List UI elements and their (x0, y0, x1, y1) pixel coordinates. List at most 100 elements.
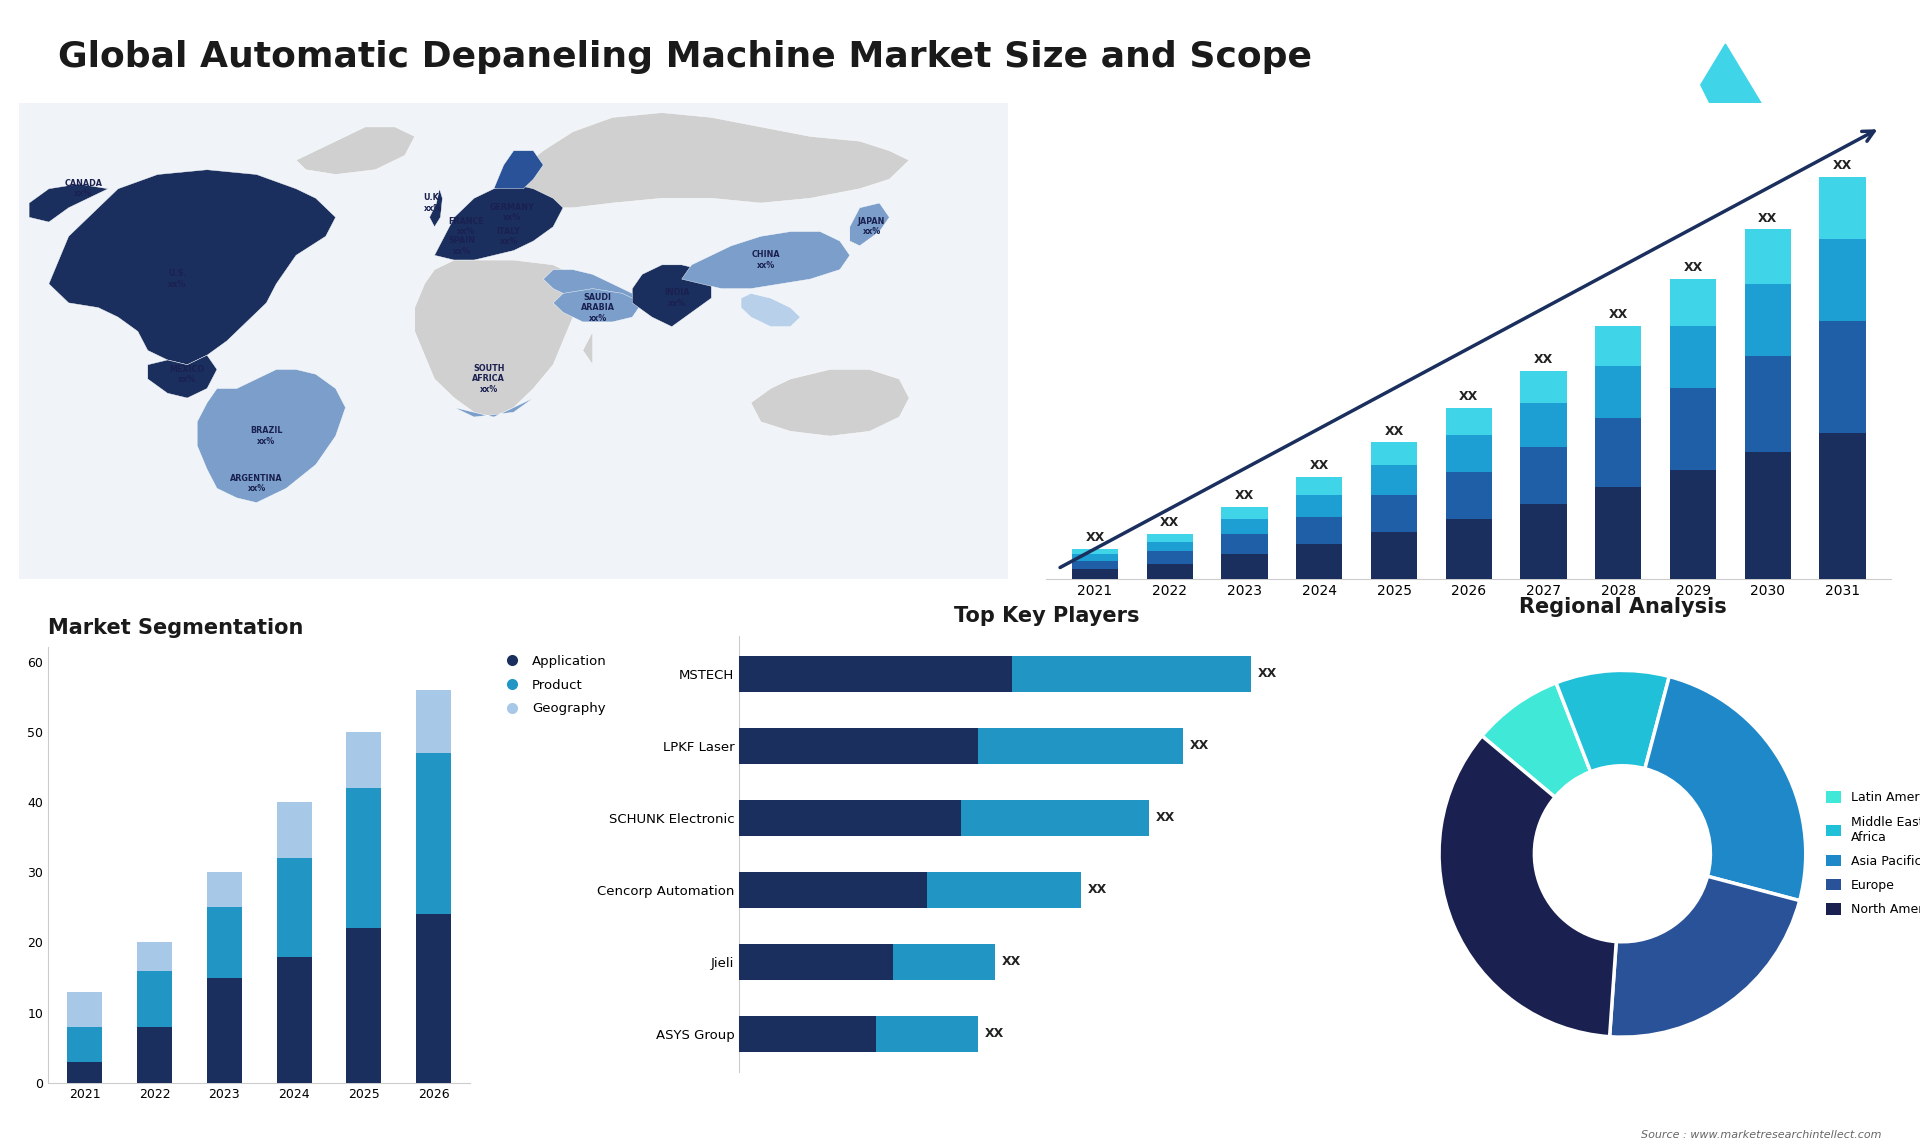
Bar (739, 656, 1012, 692)
Wedge shape (1645, 676, 1805, 901)
Text: MARKET: MARKET (1784, 38, 1826, 47)
Polygon shape (29, 185, 108, 222)
Text: FRANCE
xx%: FRANCE xx% (447, 217, 484, 236)
Bar (927, 872, 1081, 908)
Polygon shape (751, 369, 910, 437)
Bar (207, 872, 242, 908)
Text: INDIA
xx%: INDIA xx% (664, 289, 689, 308)
Polygon shape (148, 355, 217, 398)
Bar (1596, 418, 1642, 487)
Bar (1071, 549, 1117, 554)
Bar (1745, 229, 1791, 284)
Bar (207, 908, 242, 978)
Bar (1820, 178, 1866, 240)
Bar (276, 858, 311, 957)
Bar (1296, 495, 1342, 517)
Bar (1670, 327, 1716, 388)
Bar (1596, 327, 1642, 366)
Bar (1521, 504, 1567, 579)
Polygon shape (493, 151, 543, 189)
Text: SPAIN
xx%: SPAIN xx% (449, 236, 476, 256)
Text: ARGENTINA
xx%: ARGENTINA xx% (230, 474, 282, 493)
Bar (1596, 487, 1642, 579)
Bar (739, 800, 962, 835)
Text: XX: XX (1156, 811, 1175, 824)
Text: XX: XX (1759, 212, 1778, 225)
Polygon shape (682, 231, 851, 289)
Bar (1071, 562, 1117, 568)
Bar (739, 1015, 876, 1052)
Text: XX: XX (1087, 884, 1106, 896)
Text: XX: XX (985, 1027, 1004, 1041)
Bar (1071, 568, 1117, 579)
Bar (962, 800, 1148, 835)
Polygon shape (296, 127, 415, 174)
Bar (1296, 517, 1342, 544)
Bar (346, 788, 382, 928)
Text: XX: XX (1384, 424, 1404, 438)
Bar (977, 728, 1183, 763)
Bar (1146, 551, 1192, 564)
Text: SAUDI
ARABIA
xx%: SAUDI ARABIA xx% (580, 292, 614, 322)
Bar (1670, 388, 1716, 470)
Bar (1221, 519, 1267, 534)
Bar (1146, 564, 1192, 579)
Bar (1745, 355, 1791, 453)
Bar (739, 728, 977, 763)
Wedge shape (1555, 670, 1668, 771)
Bar (1820, 240, 1866, 321)
Bar (1296, 544, 1342, 579)
Bar (417, 915, 451, 1083)
Text: XX: XX (1684, 261, 1703, 274)
Text: XX: XX (1190, 739, 1210, 752)
Bar (893, 944, 995, 980)
Wedge shape (1440, 736, 1617, 1037)
Bar (1146, 534, 1192, 542)
Bar (1446, 408, 1492, 435)
Text: SOUTH
AFRICA
xx%: SOUTH AFRICA xx% (472, 364, 505, 394)
Bar (136, 1027, 173, 1083)
FancyBboxPatch shape (19, 103, 1008, 579)
Polygon shape (543, 269, 632, 313)
Polygon shape (434, 185, 563, 260)
Text: RESEARCH: RESEARCH (1784, 62, 1837, 70)
Text: BRAZIL
xx%: BRAZIL xx% (250, 426, 282, 446)
Polygon shape (632, 265, 710, 327)
Polygon shape (48, 170, 336, 364)
Text: XX: XX (1309, 460, 1329, 472)
Bar (1745, 453, 1791, 579)
Bar (136, 942, 173, 971)
Text: XX: XX (1085, 531, 1104, 544)
Bar (417, 690, 451, 753)
Legend: Latin America, Middle East &
Africa, Asia Pacific, Europe, North America: Latin America, Middle East & Africa, Asi… (1822, 786, 1920, 921)
Polygon shape (415, 260, 584, 417)
Bar (1521, 447, 1567, 504)
Text: XX: XX (1160, 516, 1179, 529)
Bar (1446, 472, 1492, 519)
Bar (1596, 366, 1642, 418)
Bar (346, 732, 382, 788)
Bar (1670, 470, 1716, 579)
Bar (1521, 403, 1567, 447)
Bar (1446, 519, 1492, 579)
Text: Market Segmentation: Market Segmentation (48, 618, 303, 637)
Polygon shape (741, 293, 801, 327)
Bar (136, 971, 173, 1027)
Polygon shape (493, 112, 910, 207)
Bar (276, 957, 311, 1083)
Bar (276, 802, 311, 858)
Polygon shape (584, 331, 593, 364)
Polygon shape (430, 189, 442, 227)
Polygon shape (1636, 31, 1709, 104)
Bar (739, 872, 927, 908)
Bar (1071, 554, 1117, 562)
Bar (207, 978, 242, 1083)
Text: GERMANY
xx%: GERMANY xx% (490, 203, 534, 222)
Bar (1521, 370, 1567, 403)
Bar (1820, 432, 1866, 579)
Bar (417, 753, 451, 915)
Text: Global Automatic Depaneling Machine Market Size and Scope: Global Automatic Depaneling Machine Mark… (58, 40, 1311, 74)
Bar (346, 928, 382, 1083)
Bar (1221, 534, 1267, 554)
Polygon shape (851, 203, 889, 246)
